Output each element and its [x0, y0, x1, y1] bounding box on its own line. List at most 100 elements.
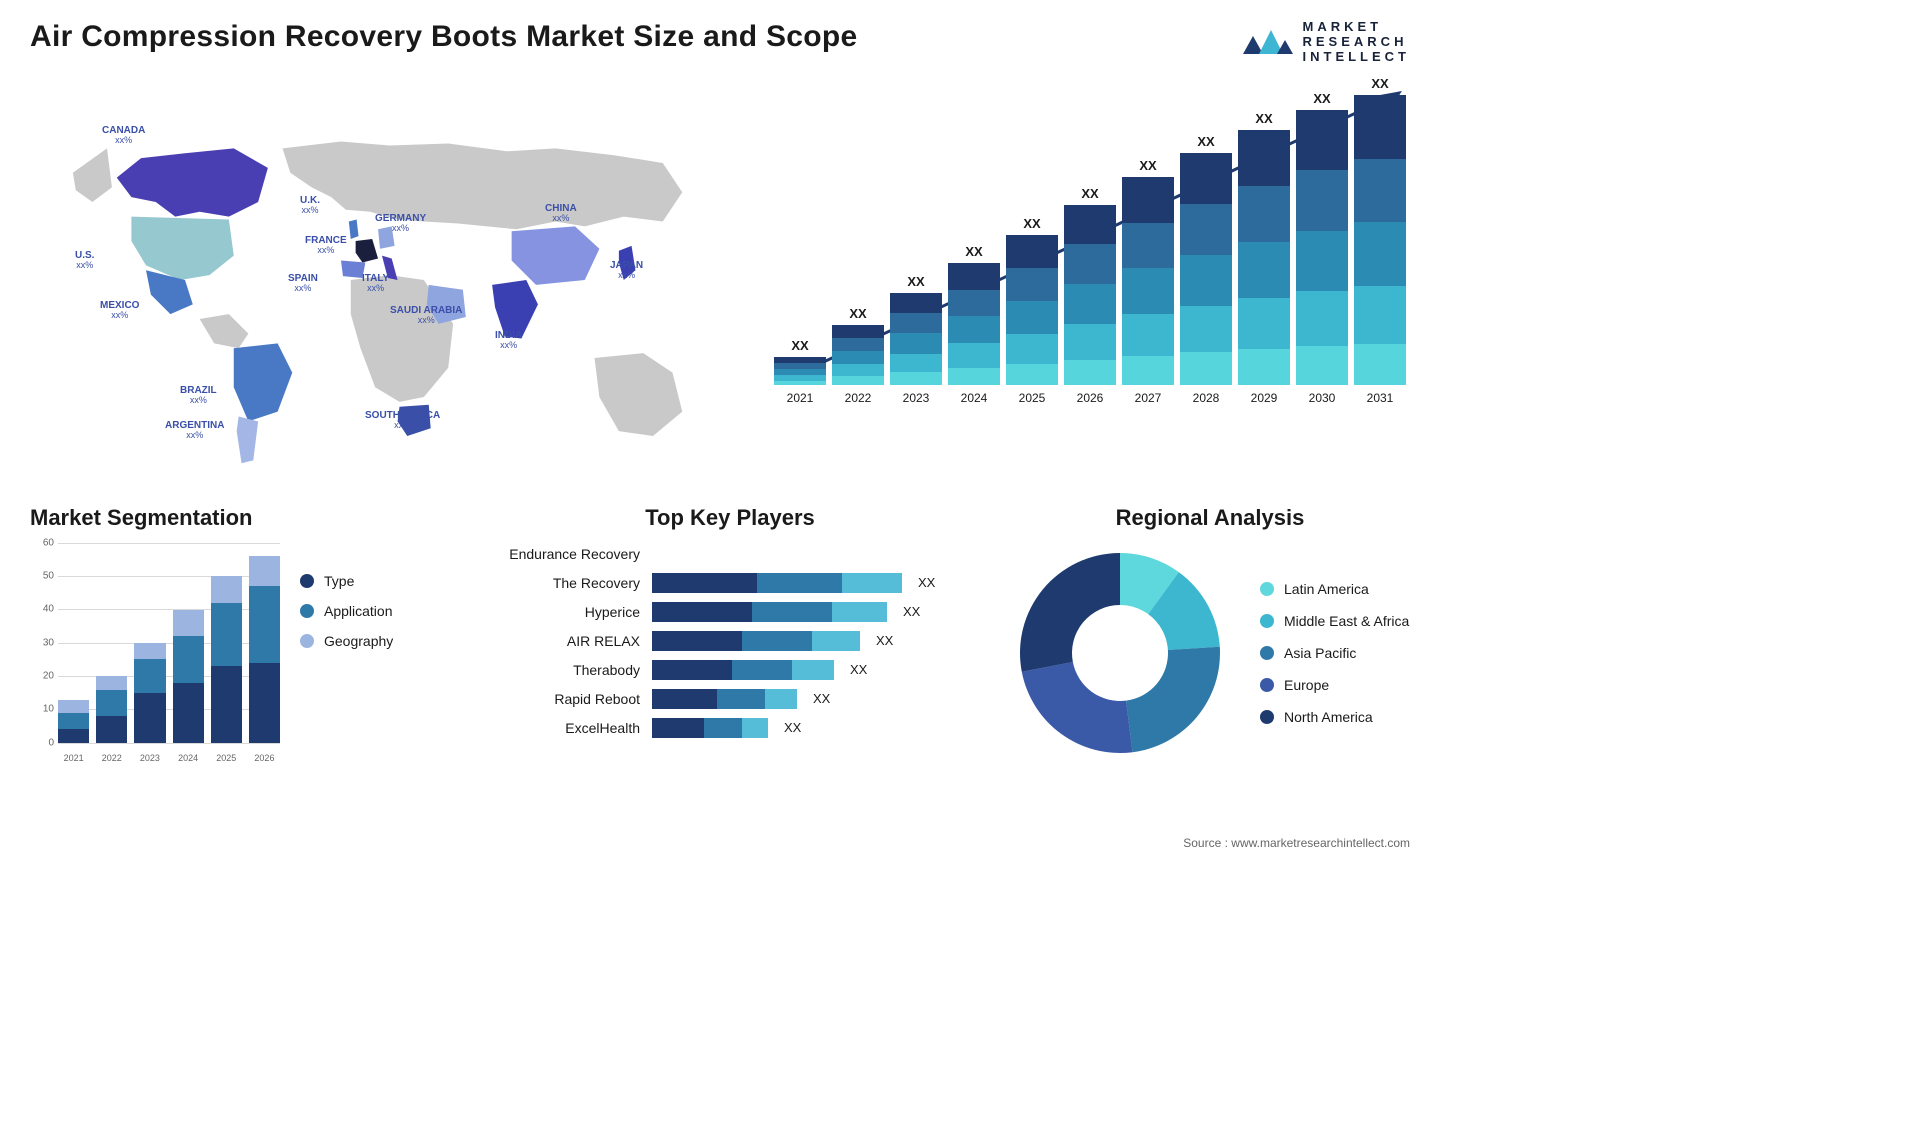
- growth-bar-2023: XX2023: [890, 274, 942, 405]
- legend-label: Asia Pacific: [1284, 645, 1356, 661]
- seg-ytick: 30: [30, 637, 54, 648]
- map-label-italy: ITALYxx%: [362, 273, 389, 294]
- map-label-france: FRANCExx%: [305, 235, 347, 256]
- legend-dot-icon: [1260, 710, 1274, 724]
- legend-dot-icon: [1260, 614, 1274, 628]
- seg-xlabel: 2024: [173, 753, 204, 763]
- growth-bar-label: XX: [1313, 91, 1330, 106]
- seg-ytick: 60: [30, 537, 54, 548]
- map-label-india: INDIAxx%: [495, 330, 522, 351]
- growth-year-label: 2030: [1309, 391, 1336, 405]
- growth-bar-2028: XX 2028: [1180, 134, 1232, 405]
- legend-label: Geography: [324, 633, 393, 649]
- player-bar: [652, 573, 902, 593]
- growth-year-label: 2029: [1251, 391, 1278, 405]
- seg-bar-2025: [211, 576, 242, 743]
- seg-ytick: 40: [30, 604, 54, 615]
- map-label-mexico: MEXICOxx%: [100, 300, 139, 321]
- legend-item: Geography: [300, 633, 393, 649]
- legend-item: Application: [300, 603, 393, 619]
- players-panel: Top Key Players Endurance Recovery The Re…: [480, 505, 980, 763]
- player-row: ExcelHealthXX: [480, 717, 980, 739]
- player-row: The Recovery XX: [480, 572, 980, 594]
- legend-dot-icon: [300, 574, 314, 588]
- logo-text-1: MARKET: [1303, 20, 1411, 35]
- player-value: XX: [903, 604, 920, 619]
- seg-xlabel: 2023: [134, 753, 165, 763]
- growth-bar-label: XX: [791, 338, 808, 353]
- player-name: AIR RELAX: [480, 633, 640, 649]
- source-attribution: Source : www.marketresearchintellect.com: [1183, 836, 1410, 850]
- growth-bar-2030: XX 2030: [1296, 91, 1348, 405]
- growth-bar-2025: XX 2025: [1006, 216, 1058, 405]
- growth-bar-2021: XX 2021: [774, 338, 826, 405]
- player-bar: [652, 689, 797, 709]
- player-bar: [652, 602, 887, 622]
- growth-bar-2024: XX2024: [948, 244, 1000, 405]
- growth-year-label: 2024: [961, 391, 988, 405]
- player-name: Therabody: [480, 662, 640, 678]
- growth-bar-label: XX: [907, 274, 924, 289]
- brand-logo: MARKET RESEARCH INTELLECT: [1241, 20, 1411, 65]
- growth-year-label: 2031: [1367, 391, 1394, 405]
- player-bar: [652, 718, 768, 738]
- legend-item: North America: [1260, 709, 1409, 725]
- regional-donut: [1010, 543, 1230, 763]
- growth-bar-label: XX: [1371, 76, 1388, 91]
- growth-bar-2026: XX 2026: [1064, 186, 1116, 405]
- growth-year-label: 2026: [1077, 391, 1104, 405]
- segmentation-legend: Type Application Geography: [300, 573, 393, 763]
- growth-bar-label: XX: [1197, 134, 1214, 149]
- seg-ytick: 0: [30, 737, 54, 748]
- player-bar: [652, 631, 860, 651]
- map-label-brazil: BRAZILxx%: [180, 385, 217, 406]
- growth-bar-label: XX: [1081, 186, 1098, 201]
- growth-bar-2031: XX 2031: [1354, 76, 1406, 405]
- player-value: XX: [918, 575, 935, 590]
- legend-item: Asia Pacific: [1260, 645, 1409, 661]
- player-name: Rapid Reboot: [480, 691, 640, 707]
- legend-dot-icon: [300, 604, 314, 618]
- segmentation-chart: 202120222023202420252026 0102030405060: [30, 543, 280, 763]
- world-map: CANADAxx%U.S.xx%MEXICOxx%BRAZILxx%ARGENT…: [30, 85, 730, 475]
- legend-dot-icon: [1260, 582, 1274, 596]
- seg-xlabel: 2022: [96, 753, 127, 763]
- map-label-germany: GERMANYxx%: [375, 213, 426, 234]
- map-label-uk: U.K.xx%: [300, 195, 320, 216]
- player-row: Endurance Recovery: [480, 543, 980, 565]
- growth-bar-label: XX: [1255, 111, 1272, 126]
- player-row: Therabody XX: [480, 659, 980, 681]
- seg-xlabel: 2021: [58, 753, 89, 763]
- page-title: Air Compression Recovery Boots Market Si…: [30, 20, 858, 54]
- player-value: XX: [784, 720, 801, 735]
- growth-year-label: 2025: [1019, 391, 1046, 405]
- legend-label: Latin America: [1284, 581, 1369, 597]
- logo-text-2: RESEARCH: [1303, 35, 1411, 50]
- legend-label: Middle East & Africa: [1284, 613, 1409, 629]
- segmentation-title: Market Segmentation: [30, 505, 450, 531]
- legend-dot-icon: [1260, 678, 1274, 692]
- player-value: XX: [876, 633, 893, 648]
- seg-bar-2024: [173, 610, 204, 743]
- player-row: Rapid Reboot XX: [480, 688, 980, 710]
- logo-mark-icon: [1241, 24, 1295, 60]
- player-value: XX: [850, 662, 867, 677]
- growth-bar-label: XX: [849, 306, 866, 321]
- player-value: XX: [813, 691, 830, 706]
- growth-year-label: 2021: [787, 391, 814, 405]
- legend-item: Type: [300, 573, 393, 589]
- regional-panel: Regional Analysis Latin AmericaMiddle Ea…: [1010, 505, 1410, 763]
- players-title: Top Key Players: [480, 505, 980, 531]
- seg-xlabel: 2025: [211, 753, 242, 763]
- growth-year-label: 2028: [1193, 391, 1220, 405]
- seg-bar-2021: [58, 700, 89, 743]
- legend-label: North America: [1284, 709, 1373, 725]
- player-row: AIR RELAX XX: [480, 630, 980, 652]
- legend-dot-icon: [300, 634, 314, 648]
- seg-xlabel: 2026: [249, 753, 280, 763]
- growth-bar-label: XX: [1023, 216, 1040, 231]
- map-label-saudi: SAUDI ARABIAxx%: [390, 305, 462, 326]
- legend-label: Application: [324, 603, 393, 619]
- player-name: The Recovery: [480, 575, 640, 591]
- seg-ytick: 50: [30, 571, 54, 582]
